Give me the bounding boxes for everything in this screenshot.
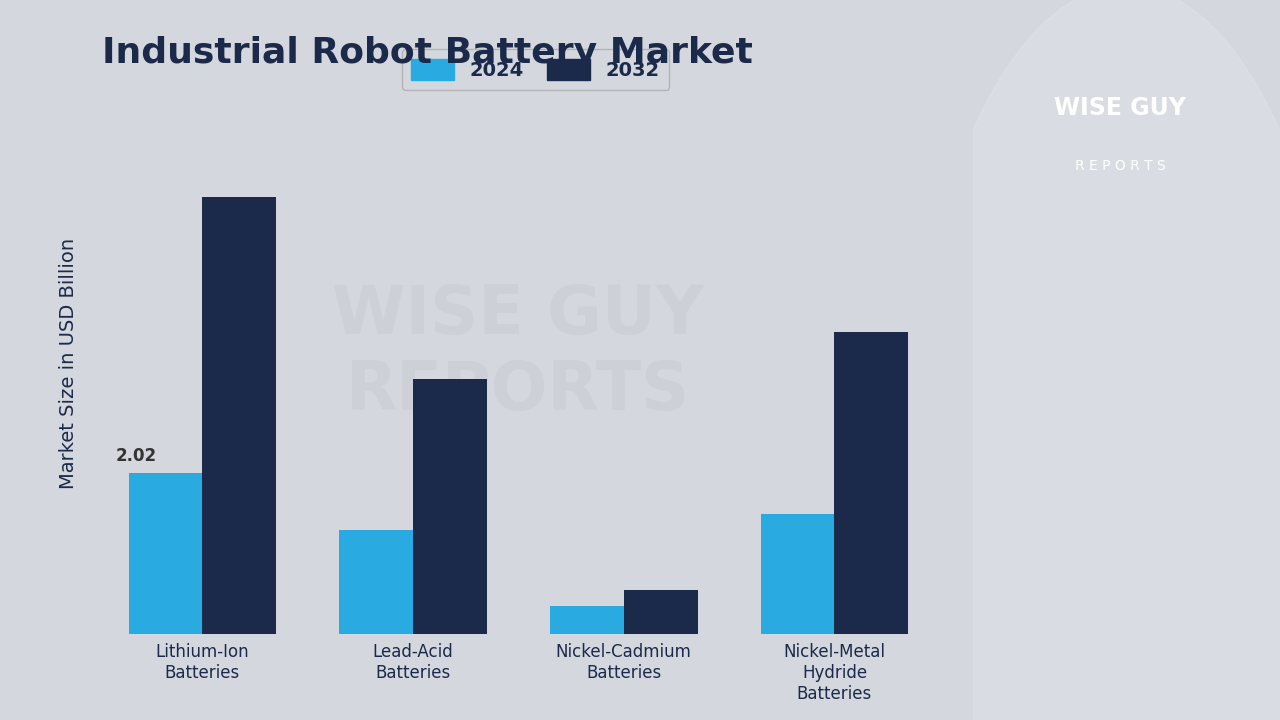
Text: R E P O R T S: R E P O R T S <box>1075 158 1166 173</box>
Text: WISE GUY: WISE GUY <box>1055 96 1187 120</box>
Text: Industrial Robot Battery Market: Industrial Robot Battery Market <box>102 36 753 70</box>
Text: 2.02: 2.02 <box>116 447 157 465</box>
Y-axis label: Market Size in USD Billion: Market Size in USD Billion <box>59 238 78 489</box>
Bar <box>202 197 276 634</box>
Bar <box>835 332 909 634</box>
Bar <box>550 606 623 634</box>
Bar <box>413 379 486 634</box>
Bar <box>760 515 835 634</box>
Text: WISE GUY
REPORTS: WISE GUY REPORTS <box>333 282 704 424</box>
Legend: 2024, 2032: 2024, 2032 <box>402 50 669 90</box>
Bar <box>339 531 413 634</box>
Bar <box>128 473 202 634</box>
Bar <box>623 590 698 634</box>
Circle shape <box>905 0 1280 720</box>
